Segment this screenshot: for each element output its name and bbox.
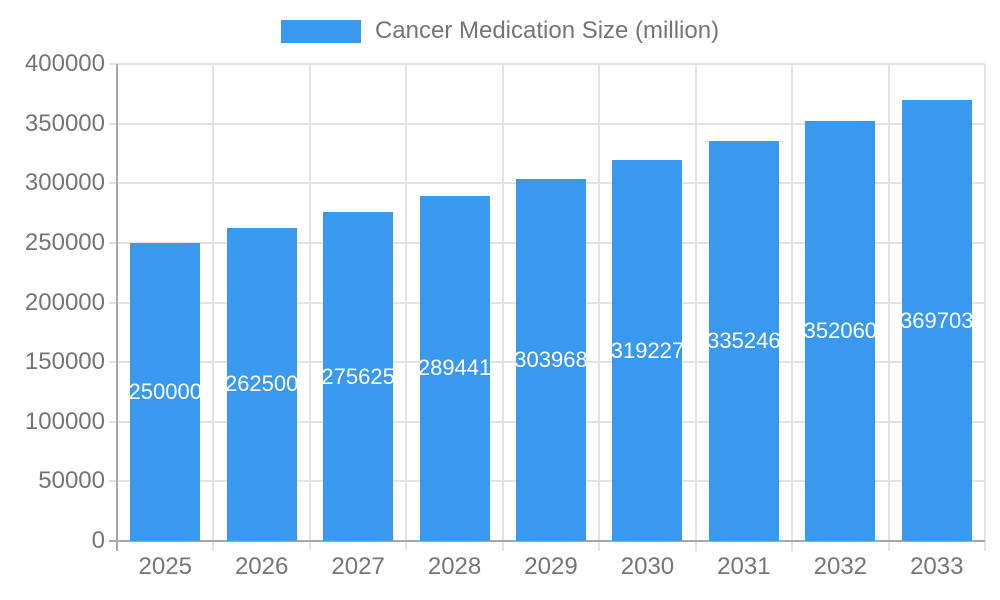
x-tick-label: 2028 <box>427 553 482 580</box>
y-axis-line <box>116 64 118 551</box>
y-tick-label: 300000 <box>24 169 105 197</box>
legend-swatch[interactable] <box>280 19 361 43</box>
x-gridline <box>791 64 794 551</box>
y-gridline <box>109 63 985 65</box>
bar-2025[interactable]: 250000 <box>130 242 201 541</box>
bar-2028[interactable]: 289441 <box>419 195 490 541</box>
legend-label[interactable]: Cancer Medication Size (million) <box>374 17 720 44</box>
bar-2033[interactable]: 369703 <box>901 100 972 541</box>
bar-value-label: 335246 <box>708 328 779 354</box>
y-tick-label: 150000 <box>24 348 105 376</box>
bar-2027[interactable]: 275625 <box>323 212 394 541</box>
bar-2030[interactable]: 319227 <box>612 160 683 541</box>
bar-value-label: 275625 <box>323 363 394 389</box>
y-tick-label: 400000 <box>24 50 105 77</box>
bar-2026[interactable]: 262500 <box>226 227 297 541</box>
y-tick-label: 50000 <box>38 467 105 495</box>
y-gridline <box>109 122 985 125</box>
x-tick-label: 2027 <box>331 553 385 580</box>
x-axis-line <box>109 540 985 542</box>
bar-value-label: 289441 <box>419 355 490 381</box>
x-gridline <box>308 64 311 551</box>
x-tick-label: 2025 <box>138 553 192 580</box>
x-tick-label: 2030 <box>620 553 675 580</box>
x-gridline <box>984 64 986 551</box>
bar-value-label: 352060 <box>805 318 876 344</box>
x-tick-label: 2026 <box>234 553 289 580</box>
x-gridline <box>598 64 601 551</box>
bar-value-label: 319227 <box>612 337 683 363</box>
bar-2029[interactable]: 303968 <box>516 178 586 541</box>
y-tick-label: 250000 <box>24 228 105 256</box>
x-tick-label: 2029 <box>524 553 578 580</box>
x-gridline <box>887 64 890 551</box>
x-axis: 2025 2026 2027 2028 2029 2030 2031 2032 2033 <box>117 553 985 585</box>
y-tick-label: 100000 <box>24 407 105 435</box>
bar-value-label: 262500 <box>226 371 297 397</box>
y-axis: 0 50000 100000 150000 200000 250000 300000 3500… <box>0 50 105 554</box>
x-gridline <box>694 64 697 551</box>
x-gridline <box>405 64 408 551</box>
bar-value-label: 369703 <box>901 307 972 333</box>
x-tick-label: 2033 <box>910 553 964 580</box>
bar-2031[interactable]: 335246 <box>708 141 779 541</box>
y-tick-label: 0 <box>91 527 105 554</box>
bar-value-label: 303968 <box>516 346 586 372</box>
x-gridline <box>212 64 215 551</box>
bar-2032[interactable]: 352060 <box>805 121 876 541</box>
bar-value-label: 250000 <box>130 378 201 404</box>
x-gridline <box>501 64 504 551</box>
legend: Cancer Medication Size (million) <box>0 17 1000 45</box>
y-tick-label: 350000 <box>24 109 105 137</box>
x-tick-label: 2032 <box>813 553 868 580</box>
x-tick-label: 2031 <box>717 553 771 580</box>
plot-area: 250000 262500 275625 289441 303968 319227 3352… <box>109 63 986 551</box>
y-tick-label: 200000 <box>24 288 105 316</box>
